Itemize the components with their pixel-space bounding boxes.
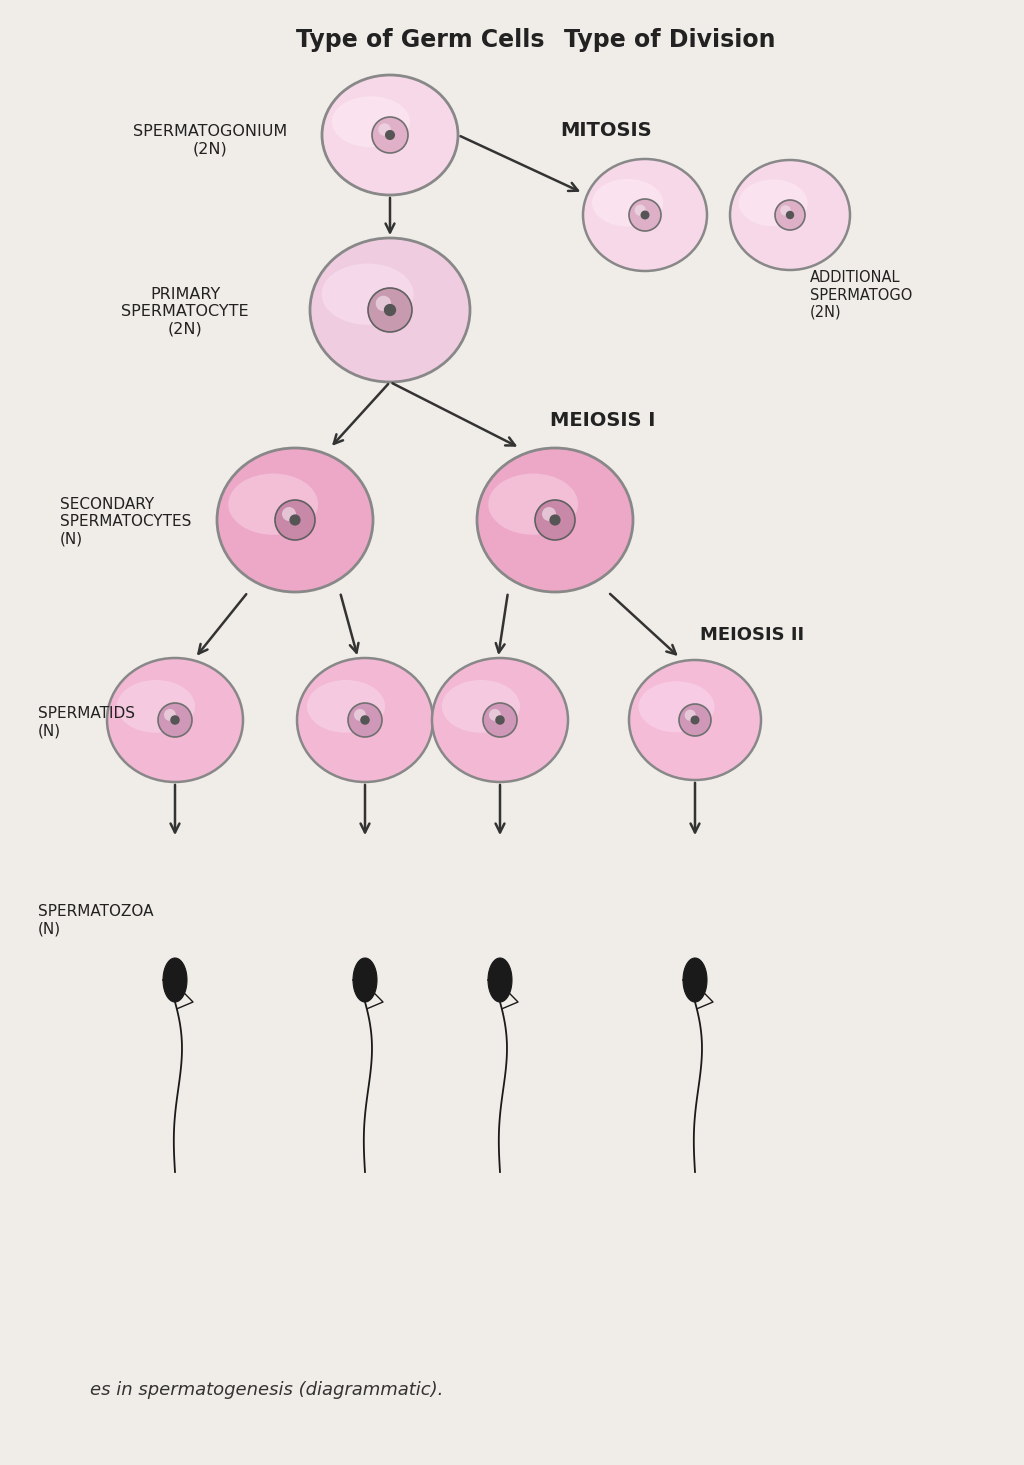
Text: SECONDARY
SPERMATOCYTES
(N): SECONDARY SPERMATOCYTES (N) bbox=[60, 497, 191, 546]
Circle shape bbox=[360, 715, 370, 725]
Text: es in spermatogenesis (diagrammatic).: es in spermatogenesis (diagrammatic). bbox=[90, 1381, 443, 1399]
Circle shape bbox=[641, 211, 649, 220]
Circle shape bbox=[348, 703, 382, 737]
Circle shape bbox=[690, 715, 699, 725]
Circle shape bbox=[679, 705, 711, 735]
Circle shape bbox=[775, 201, 805, 230]
Circle shape bbox=[542, 507, 556, 522]
Circle shape bbox=[385, 130, 395, 141]
Ellipse shape bbox=[322, 75, 458, 195]
Ellipse shape bbox=[738, 180, 808, 226]
Circle shape bbox=[354, 709, 366, 721]
Circle shape bbox=[378, 123, 391, 136]
Ellipse shape bbox=[322, 264, 414, 325]
Ellipse shape bbox=[442, 680, 520, 732]
Ellipse shape bbox=[217, 448, 373, 592]
Circle shape bbox=[483, 703, 517, 737]
Ellipse shape bbox=[592, 179, 664, 227]
Circle shape bbox=[488, 709, 501, 721]
Ellipse shape bbox=[629, 661, 761, 779]
Ellipse shape bbox=[310, 237, 470, 382]
Circle shape bbox=[368, 289, 412, 333]
Circle shape bbox=[275, 500, 315, 541]
Ellipse shape bbox=[477, 448, 633, 592]
Polygon shape bbox=[683, 958, 707, 1002]
Polygon shape bbox=[163, 958, 187, 1002]
Text: ADDITIONAL
SPERMATOGO
(2N): ADDITIONAL SPERMATOGO (2N) bbox=[810, 270, 912, 319]
Circle shape bbox=[170, 715, 180, 725]
Text: MEIOSIS II: MEIOSIS II bbox=[700, 626, 804, 645]
Circle shape bbox=[629, 199, 662, 231]
Ellipse shape bbox=[730, 160, 850, 270]
Circle shape bbox=[384, 303, 396, 316]
Circle shape bbox=[282, 507, 296, 522]
Text: SPERMATIDS
(N): SPERMATIDS (N) bbox=[38, 706, 135, 738]
Ellipse shape bbox=[432, 658, 568, 782]
Text: MITOSIS: MITOSIS bbox=[560, 120, 651, 139]
Polygon shape bbox=[488, 958, 512, 1002]
Ellipse shape bbox=[488, 473, 578, 535]
Text: SPERMATOZOA
(N): SPERMATOZOA (N) bbox=[38, 904, 154, 936]
Ellipse shape bbox=[297, 658, 433, 782]
Ellipse shape bbox=[117, 680, 195, 732]
Circle shape bbox=[158, 703, 193, 737]
Text: Type of Germ Cells: Type of Germ Cells bbox=[296, 28, 544, 51]
Text: SPERMATOGONIUM
(2N): SPERMATOGONIUM (2N) bbox=[133, 125, 287, 157]
Ellipse shape bbox=[639, 681, 715, 732]
Polygon shape bbox=[353, 958, 377, 1002]
Circle shape bbox=[290, 514, 301, 526]
Text: Type of Division: Type of Division bbox=[564, 28, 776, 51]
Text: PRIMARY
SPERMATOCYTE
(2N): PRIMARY SPERMATOCYTE (2N) bbox=[121, 287, 249, 337]
Circle shape bbox=[785, 211, 795, 220]
Circle shape bbox=[164, 709, 176, 721]
Circle shape bbox=[780, 205, 791, 215]
Ellipse shape bbox=[307, 680, 385, 732]
Ellipse shape bbox=[228, 473, 318, 535]
Circle shape bbox=[535, 500, 575, 541]
Circle shape bbox=[376, 296, 391, 311]
Ellipse shape bbox=[332, 97, 410, 148]
Ellipse shape bbox=[583, 160, 707, 271]
Circle shape bbox=[372, 117, 408, 152]
Text: MEIOSIS I: MEIOSIS I bbox=[550, 410, 655, 429]
Circle shape bbox=[685, 709, 695, 721]
Circle shape bbox=[496, 715, 505, 725]
Circle shape bbox=[550, 514, 560, 526]
Circle shape bbox=[635, 205, 646, 215]
Ellipse shape bbox=[106, 658, 243, 782]
